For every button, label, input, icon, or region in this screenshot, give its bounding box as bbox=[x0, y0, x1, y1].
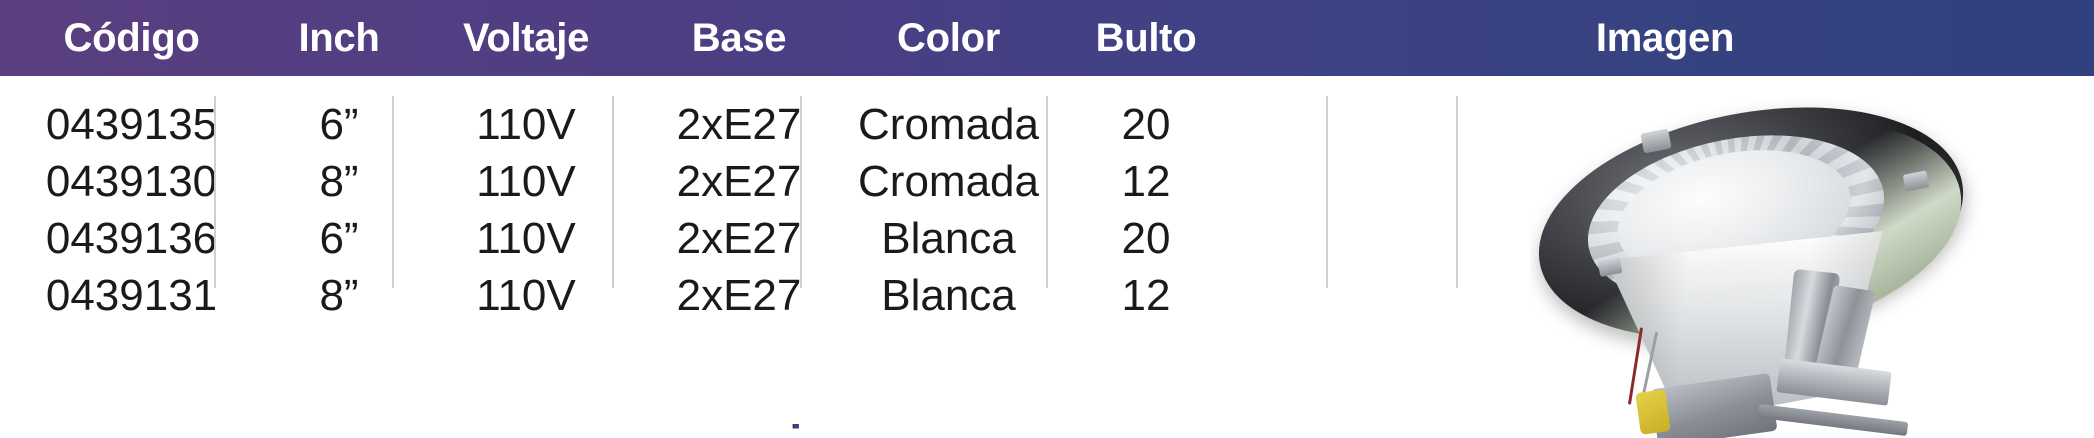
cell-voltaje: 110V bbox=[476, 99, 576, 149]
column-divider bbox=[214, 96, 216, 288]
table-row: 0439130 8” 110V 2xE27 Cromada 12 bbox=[0, 153, 2094, 210]
column-divider bbox=[612, 96, 614, 288]
cell-inch: 6” bbox=[319, 99, 359, 149]
lamp-holder-cap bbox=[1635, 389, 1671, 435]
column-header-codigo: Código bbox=[63, 16, 200, 60]
column-divider bbox=[800, 96, 802, 288]
cell-voltaje: 110V bbox=[476, 156, 576, 206]
cell-codigo: 0439131 bbox=[45, 270, 218, 320]
cell-inch: 8” bbox=[319, 156, 359, 206]
cell-base: 2xE27 bbox=[676, 213, 802, 263]
cell-inch: 6” bbox=[319, 213, 359, 263]
column-divider bbox=[1046, 96, 1048, 288]
cell-color: Cromada bbox=[858, 99, 1039, 149]
cell-color: Cromada bbox=[858, 156, 1039, 206]
clipped-caption-text: Luminaria Empotrable bbox=[0, 424, 1456, 426]
column-header-inch: Inch bbox=[298, 16, 380, 60]
cell-voltaje: 110V bbox=[476, 270, 576, 320]
cell-voltaje: 110V bbox=[476, 213, 576, 263]
cell-base: 2xE27 bbox=[676, 270, 802, 320]
column-divider bbox=[1456, 96, 1458, 288]
cell-bulto: 12 bbox=[1121, 270, 1171, 320]
column-header-imagen: Imagen bbox=[1595, 16, 1735, 60]
product-photo-downlight bbox=[1530, 95, 2050, 438]
cell-inch: 8” bbox=[319, 270, 359, 320]
column-divider bbox=[392, 96, 394, 288]
column-divider bbox=[1326, 96, 1328, 288]
table-header-row: Código Inch Voltaje Base Color Bulto Ima… bbox=[0, 0, 2094, 76]
table-row: 0439131 8” 110V 2xE27 Blanca 12 bbox=[0, 267, 2094, 324]
cell-base: 2xE27 bbox=[676, 156, 802, 206]
table-row: 0439135 6” 110V 2xE27 Cromada 20 bbox=[0, 96, 2094, 153]
cell-codigo: 0439130 bbox=[45, 156, 218, 206]
column-header-bulto: Bulto bbox=[1095, 16, 1197, 60]
column-header-color: Color bbox=[897, 16, 1000, 60]
cell-bulto: 20 bbox=[1121, 213, 1171, 263]
table-row: 0439136 6” 110V 2xE27 Blanca 20 bbox=[0, 210, 2094, 267]
cell-bulto: 20 bbox=[1121, 99, 1171, 149]
mounting-foot bbox=[1757, 403, 1909, 437]
cell-codigo: 0439135 bbox=[45, 99, 218, 149]
table-body: 0439135 6” 110V 2xE27 Cromada 20 0439130… bbox=[0, 76, 2094, 438]
cell-base: 2xE27 bbox=[676, 99, 802, 149]
cell-color: Blanca bbox=[881, 213, 1016, 263]
cell-bulto: 12 bbox=[1121, 156, 1171, 206]
column-header-voltaje: Voltaje bbox=[462, 16, 590, 60]
cell-codigo: 0439136 bbox=[45, 213, 218, 263]
clipped-caption: Luminaria Empotrable bbox=[0, 424, 1456, 438]
product-photo-canvas bbox=[1530, 95, 2050, 438]
column-header-base: Base bbox=[691, 16, 787, 60]
cell-color: Blanca bbox=[881, 270, 1016, 320]
